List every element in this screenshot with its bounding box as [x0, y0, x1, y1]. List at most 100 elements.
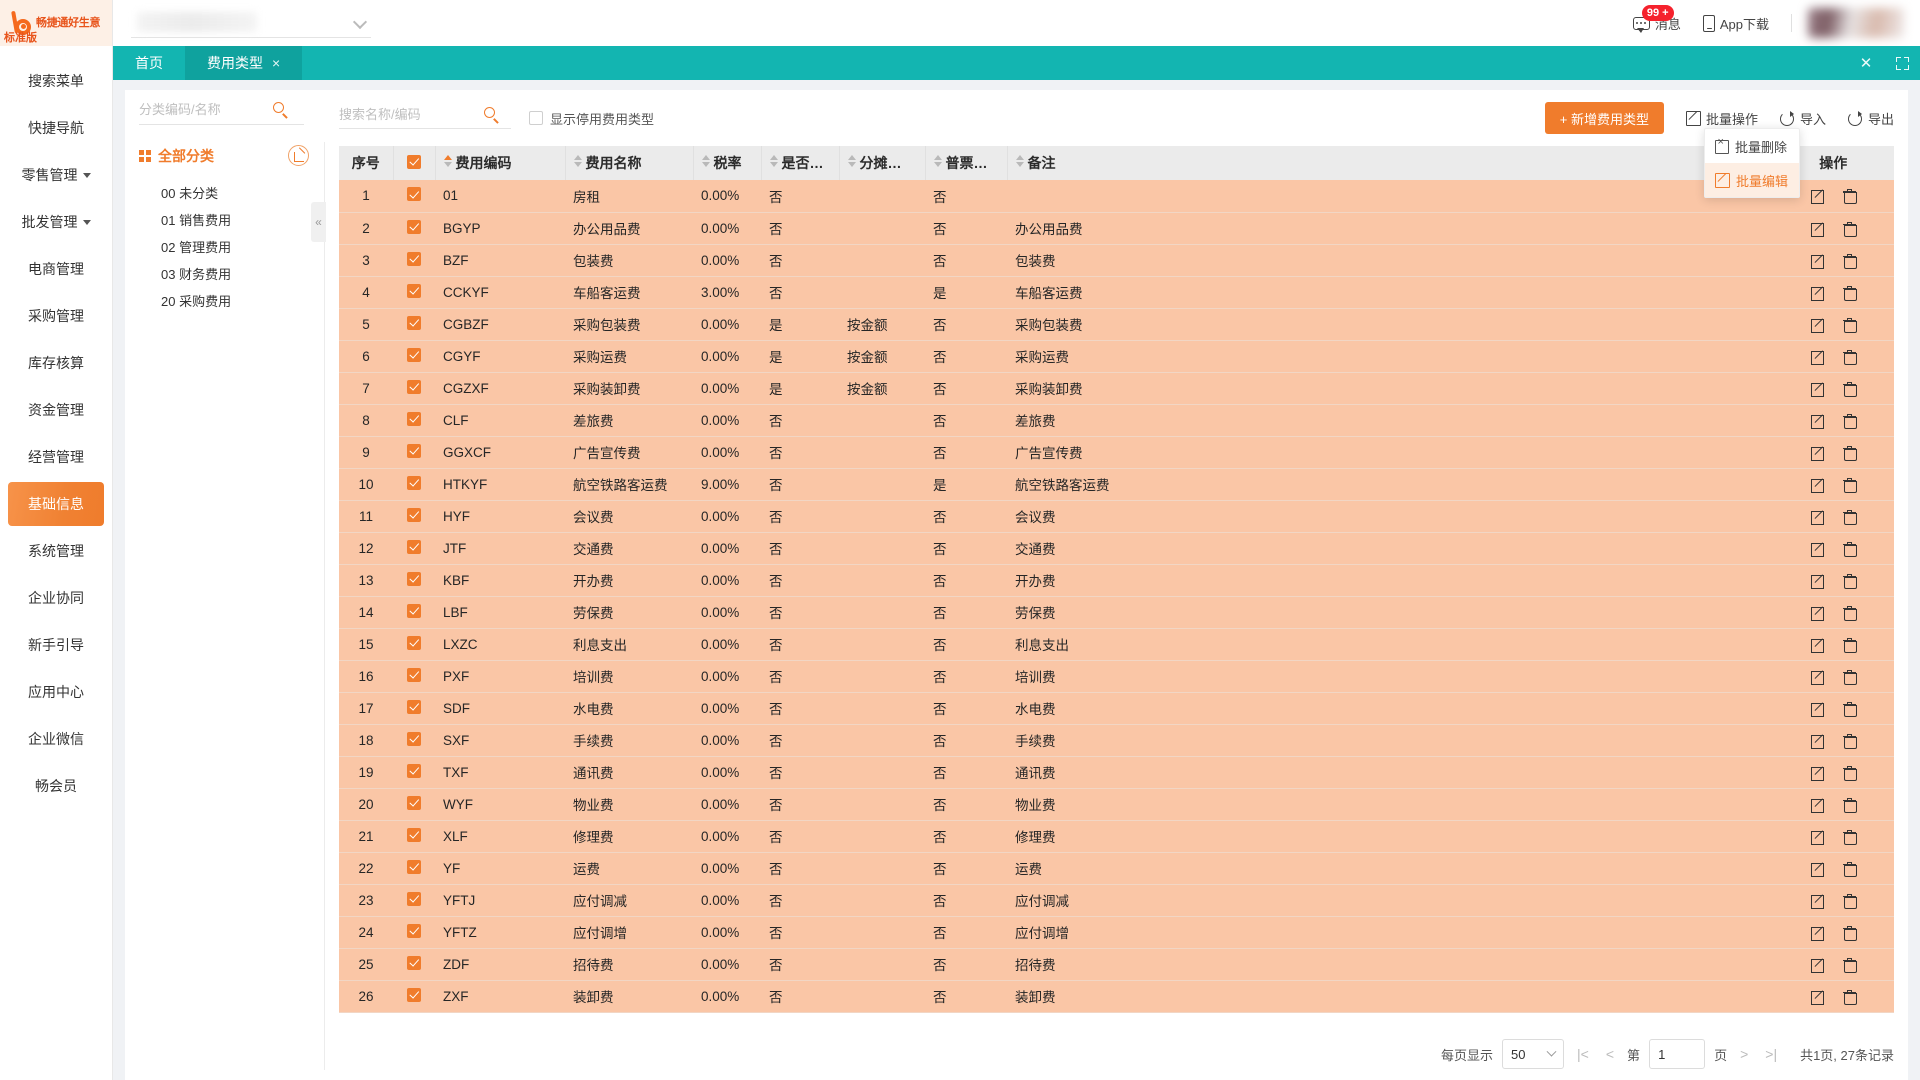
- table-row[interactable]: 5 CGBZF 采购包装费 0.00% 是按金额否采购包装费: [339, 308, 1894, 341]
- table-row[interactable]: 9 GGXCF 广告宣传费 0.00% 否否广告宣传费: [339, 436, 1894, 469]
- row-checkbox[interactable]: [407, 379, 421, 394]
- delete-row-icon[interactable]: [1842, 509, 1857, 525]
- messages-link[interactable]: 消息 99 +: [1632, 4, 1681, 33]
- menu-item-batch-edit[interactable]: 批量编辑: [1705, 163, 1799, 197]
- sidebar-item[interactable]: 系统管理: [8, 529, 104, 573]
- edit-row-icon[interactable]: [1810, 798, 1825, 813]
- delete-row-icon[interactable]: [1842, 669, 1857, 685]
- table-row[interactable]: 16 PXF 培训费 0.00% 否否培训费: [339, 660, 1894, 693]
- table-row[interactable]: 4 CCKYF 车船客运费 3.00% 否是车船客运费: [339, 276, 1894, 309]
- edit-row-icon[interactable]: [1810, 510, 1825, 525]
- delete-row-icon[interactable]: [1842, 733, 1857, 749]
- sidebar-item[interactable]: 应用中心: [8, 670, 104, 714]
- sort-icon[interactable]: [933, 155, 942, 167]
- next-page-button[interactable]: >: [1740, 1046, 1749, 1062]
- table-row[interactable]: 24 YFTZ 应付调增 0.00% 否否应付调增: [339, 916, 1894, 949]
- table-row[interactable]: 3 BZF 包装费 0.00% 否否包装费: [339, 244, 1894, 277]
- row-checkbox[interactable]: [407, 923, 421, 938]
- category-search-input[interactable]: [139, 102, 273, 117]
- row-checkbox[interactable]: [407, 731, 421, 746]
- import-button[interactable]: 导入: [1780, 109, 1826, 128]
- show-disabled-checkbox[interactable]: 显示停用费用类型: [529, 109, 654, 128]
- page-number-input[interactable]: [1649, 1039, 1706, 1069]
- table-row[interactable]: 14 LBF 劳保费 0.00% 否否劳保费: [339, 596, 1894, 629]
- table-row[interactable]: 25 ZDF 招待费 0.00% 否否招待费: [339, 948, 1894, 981]
- delete-row-icon[interactable]: [1842, 765, 1857, 781]
- edit-category-icon[interactable]: [288, 145, 309, 166]
- delete-row-icon[interactable]: [1842, 925, 1857, 941]
- delete-row-icon[interactable]: [1842, 253, 1857, 269]
- edit-row-icon[interactable]: [1810, 446, 1825, 461]
- tab[interactable]: 费用类型 ×: [185, 46, 303, 80]
- sort-icon[interactable]: [847, 155, 856, 167]
- table-row[interactable]: 12 JTF 交通费 0.00% 否否交通费: [339, 532, 1894, 565]
- edit-row-icon[interactable]: [1810, 734, 1825, 749]
- delete-row-icon[interactable]: [1842, 797, 1857, 813]
- edit-row-icon[interactable]: [1810, 926, 1825, 941]
- sort-icon[interactable]: [1015, 155, 1024, 167]
- row-checkbox[interactable]: [407, 187, 421, 202]
- delete-row-icon[interactable]: [1842, 861, 1857, 877]
- delete-row-icon[interactable]: [1842, 349, 1857, 365]
- delete-row-icon[interactable]: [1842, 829, 1857, 845]
- app-download-link[interactable]: App下载: [1702, 14, 1769, 33]
- delete-row-icon[interactable]: [1842, 221, 1857, 237]
- row-checkbox[interactable]: [407, 955, 421, 970]
- sidebar-item[interactable]: 零售管理: [8, 153, 104, 197]
- export-button[interactable]: 导出: [1848, 109, 1894, 128]
- row-checkbox[interactable]: [407, 827, 421, 842]
- edit-row-icon[interactable]: [1810, 574, 1825, 589]
- row-checkbox[interactable]: [407, 603, 421, 618]
- table-row[interactable]: 11 HYF 会议费 0.00% 否否会议费: [339, 500, 1894, 533]
- first-page-button[interactable]: |<: [1577, 1046, 1589, 1062]
- category-search-box[interactable]: [139, 102, 304, 125]
- edit-row-icon[interactable]: [1810, 542, 1825, 557]
- table-row[interactable]: 2 BGYP 办公用品费 0.00% 否否办公用品费: [339, 212, 1894, 245]
- prev-page-button[interactable]: <: [1605, 1046, 1615, 1062]
- table-row[interactable]: 19 TXF 通讯费 0.00% 否否通讯费: [339, 756, 1894, 789]
- category-root[interactable]: 全部分类: [139, 145, 325, 166]
- edit-row-icon[interactable]: [1810, 318, 1825, 333]
- delete-row-icon[interactable]: [1842, 477, 1857, 493]
- row-checkbox[interactable]: [407, 411, 421, 426]
- edit-row-icon[interactable]: [1810, 830, 1825, 845]
- row-checkbox[interactable]: [407, 859, 421, 874]
- edit-row-icon[interactable]: [1810, 254, 1825, 269]
- edit-row-icon[interactable]: [1810, 766, 1825, 781]
- search-icon[interactable]: [273, 102, 288, 119]
- table-row[interactable]: 13 KBF 开办费 0.00% 否否开办费: [339, 564, 1894, 597]
- edit-row-icon[interactable]: [1810, 350, 1825, 365]
- collapse-tree-button[interactable]: «: [311, 202, 326, 242]
- table-row[interactable]: 1 01 房租 0.00% 否否: [339, 180, 1894, 213]
- row-checkbox[interactable]: [407, 635, 421, 650]
- tab-close-icon[interactable]: ×: [272, 55, 281, 71]
- row-checkbox[interactable]: [407, 891, 421, 906]
- edit-row-icon[interactable]: [1810, 894, 1825, 909]
- category-node[interactable]: 03 财务费用: [161, 267, 232, 282]
- row-checkbox[interactable]: [407, 987, 421, 1002]
- sidebar-item[interactable]: 经营管理: [8, 435, 104, 479]
- table-row[interactable]: 7 CGZXF 采购装卸费 0.00% 是按金额否采购装卸费: [339, 372, 1894, 405]
- row-checkbox[interactable]: [407, 347, 421, 362]
- sidebar-item[interactable]: 畅会员: [8, 764, 104, 808]
- table-row[interactable]: 20 WYF 物业费 0.00% 否否物业费: [339, 788, 1894, 821]
- row-checkbox[interactable]: [407, 315, 421, 330]
- category-node[interactable]: 02 管理费用: [161, 240, 232, 255]
- sidebar-item[interactable]: 资金管理: [8, 388, 104, 432]
- row-checkbox[interactable]: [407, 763, 421, 778]
- edit-row-icon[interactable]: [1810, 702, 1825, 717]
- sort-icon[interactable]: [443, 155, 452, 167]
- table-row[interactable]: 23 YFTJ 应付调减 0.00% 否否应付调减: [339, 884, 1894, 917]
- column-header[interactable]: 普票…: [925, 146, 1008, 180]
- edit-row-icon[interactable]: [1810, 990, 1825, 1005]
- search-icon[interactable]: [484, 107, 499, 124]
- edit-row-icon[interactable]: [1810, 286, 1825, 301]
- delete-row-icon[interactable]: [1842, 189, 1857, 205]
- delete-row-icon[interactable]: [1842, 637, 1857, 653]
- row-checkbox[interactable]: [407, 475, 421, 490]
- row-checkbox[interactable]: [407, 251, 421, 266]
- per-page-select[interactable]: 50: [1502, 1039, 1565, 1069]
- row-checkbox[interactable]: [407, 795, 421, 810]
- delete-row-icon[interactable]: [1842, 317, 1857, 333]
- column-header[interactable]: 分摊…: [839, 146, 926, 180]
